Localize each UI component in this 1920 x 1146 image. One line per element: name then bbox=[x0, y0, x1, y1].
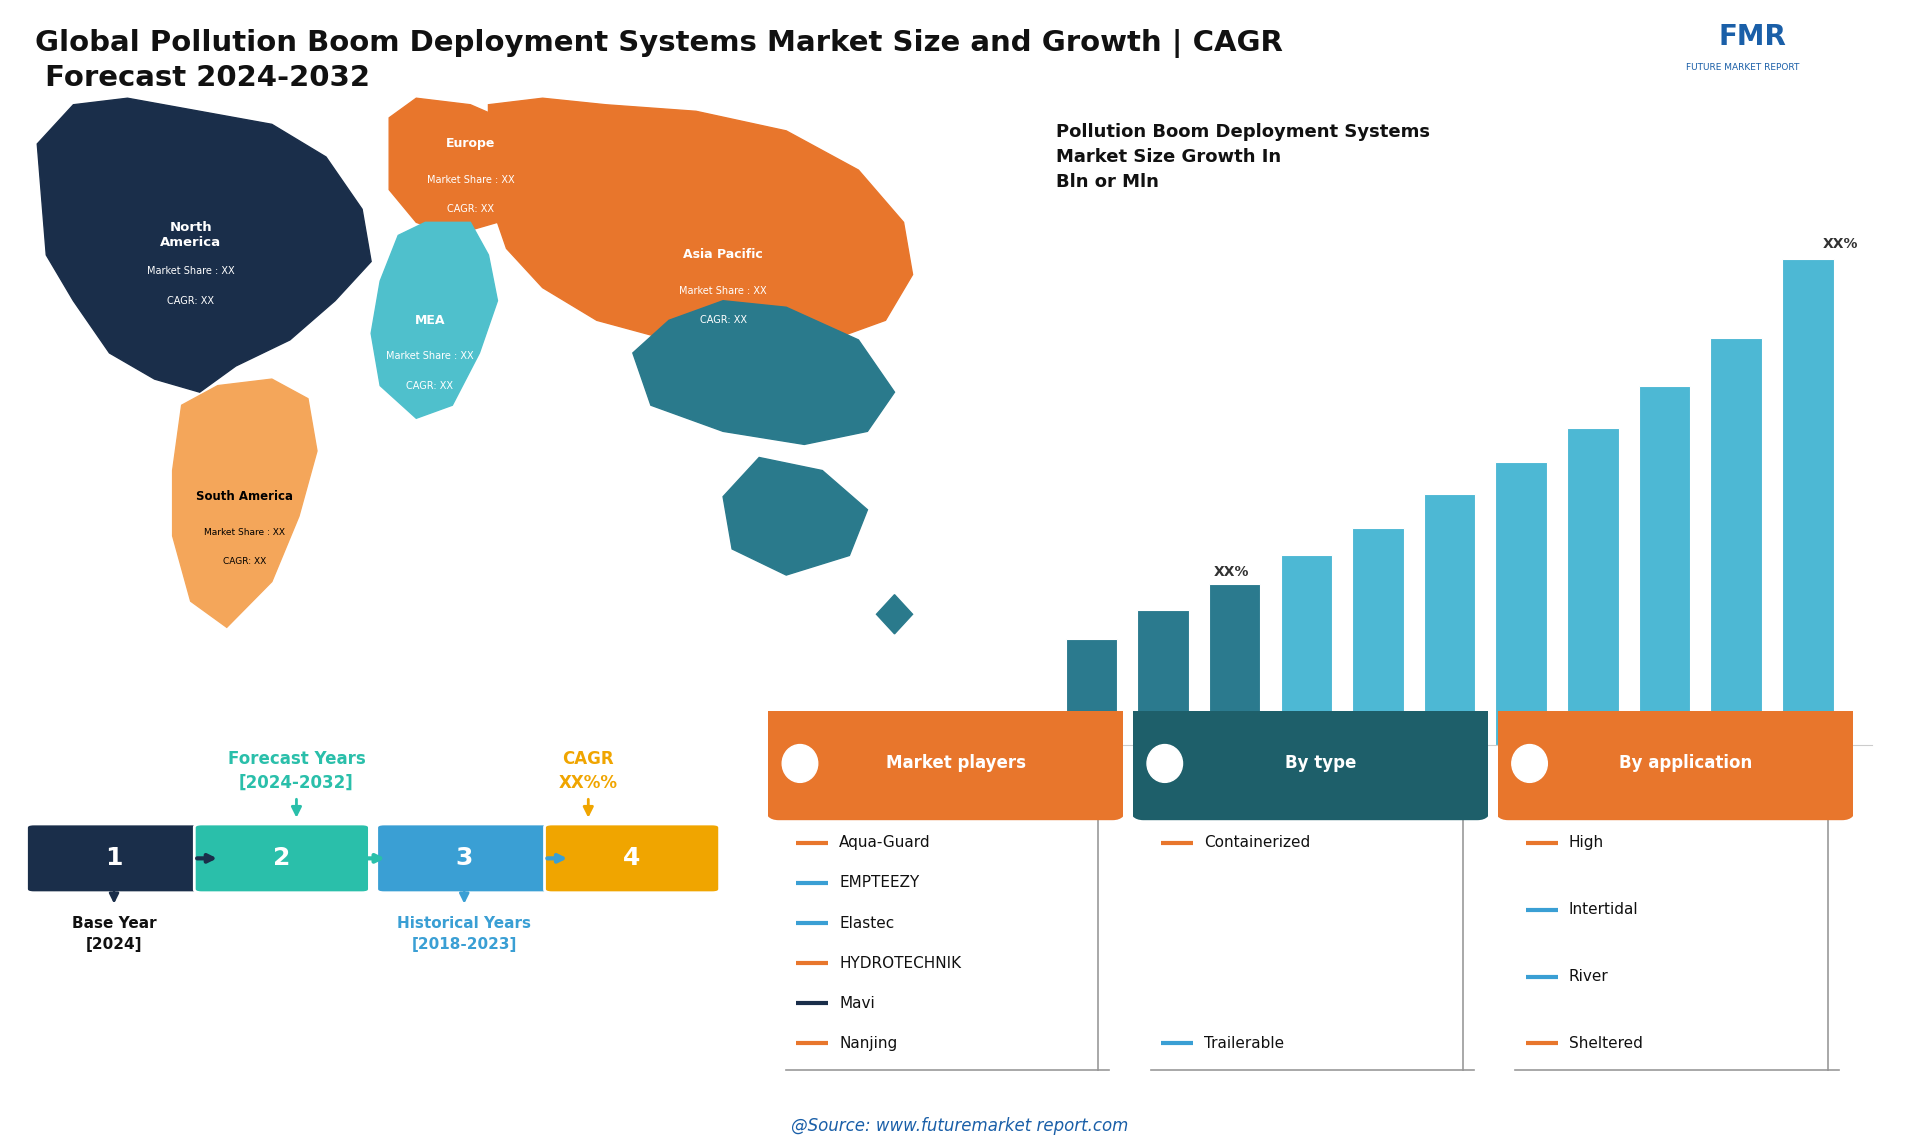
Text: Market players: Market players bbox=[887, 754, 1027, 772]
Text: CAGR: XX: CAGR: XX bbox=[699, 315, 747, 325]
Circle shape bbox=[1511, 745, 1548, 783]
Text: South America: South America bbox=[196, 490, 294, 503]
Text: Sheltered: Sheltered bbox=[1569, 1036, 1642, 1051]
Text: [2024]: [2024] bbox=[86, 936, 142, 952]
Polygon shape bbox=[36, 99, 371, 392]
Text: CAGR: XX: CAGR: XX bbox=[167, 296, 215, 306]
Polygon shape bbox=[634, 300, 895, 445]
Polygon shape bbox=[390, 99, 543, 235]
Text: By type: By type bbox=[1284, 754, 1357, 772]
Bar bbox=[1352, 528, 1404, 745]
Text: Mavi: Mavi bbox=[839, 996, 876, 1011]
Bar bbox=[1066, 639, 1117, 745]
FancyBboxPatch shape bbox=[376, 824, 551, 893]
Text: CAGR: XX: CAGR: XX bbox=[447, 204, 493, 214]
Text: Europe: Europe bbox=[445, 138, 495, 150]
Text: CAGR: XX: CAGR: XX bbox=[407, 380, 453, 391]
Bar bbox=[1496, 462, 1548, 745]
Text: 1: 1 bbox=[106, 847, 123, 870]
Bar bbox=[1210, 583, 1260, 745]
Bar bbox=[1281, 555, 1332, 745]
Text: High: High bbox=[1569, 835, 1603, 850]
FancyBboxPatch shape bbox=[1494, 707, 1857, 821]
Text: Intertidal: Intertidal bbox=[1569, 902, 1638, 917]
Text: FUTURE MARKET REPORT: FUTURE MARKET REPORT bbox=[1686, 63, 1799, 72]
Text: Trailerable: Trailerable bbox=[1204, 1036, 1284, 1051]
FancyBboxPatch shape bbox=[1129, 707, 1492, 821]
Text: By application: By application bbox=[1619, 754, 1753, 772]
Text: XX%%: XX%% bbox=[559, 774, 618, 792]
Text: North
America: North America bbox=[159, 221, 221, 250]
Text: Pollution Boom Deployment Systems
Market Size Growth In
Bln or Mln: Pollution Boom Deployment Systems Market… bbox=[1056, 123, 1430, 190]
Text: Forecast Years: Forecast Years bbox=[228, 749, 365, 768]
Text: Market Share : XX: Market Share : XX bbox=[146, 266, 234, 276]
Text: [2018-2023]: [2018-2023] bbox=[411, 936, 516, 952]
Circle shape bbox=[781, 745, 818, 783]
Text: 2: 2 bbox=[273, 847, 290, 870]
Text: CAGR: XX: CAGR: XX bbox=[223, 557, 267, 566]
Polygon shape bbox=[173, 379, 317, 627]
Text: Nanjing: Nanjing bbox=[839, 1036, 897, 1051]
Text: HYDROTECHNIK: HYDROTECHNIK bbox=[839, 956, 962, 971]
Polygon shape bbox=[371, 222, 497, 418]
Text: @Source: www.futuremarket report.com: @Source: www.futuremarket report.com bbox=[791, 1116, 1129, 1135]
Text: River: River bbox=[1569, 970, 1609, 984]
Bar bbox=[1640, 385, 1690, 745]
Text: XX%: XX% bbox=[1213, 565, 1248, 579]
FancyBboxPatch shape bbox=[27, 824, 202, 893]
Text: Market Share : XX: Market Share : XX bbox=[204, 528, 286, 537]
Polygon shape bbox=[876, 595, 912, 634]
Text: Global Pollution Boom Deployment Systems Market Size and Growth | CAGR
 Forecast: Global Pollution Boom Deployment Systems… bbox=[35, 29, 1283, 92]
Text: Base Year: Base Year bbox=[71, 916, 156, 932]
Text: Asia Pacific: Asia Pacific bbox=[684, 249, 762, 261]
Text: 4: 4 bbox=[624, 847, 641, 870]
Text: Containerized: Containerized bbox=[1204, 835, 1309, 850]
Text: MEA: MEA bbox=[415, 314, 445, 327]
FancyBboxPatch shape bbox=[194, 824, 369, 893]
Text: Historical Years: Historical Years bbox=[397, 916, 532, 932]
Text: Aqua-Guard: Aqua-Guard bbox=[839, 835, 931, 850]
Text: Market Share : XX: Market Share : XX bbox=[426, 175, 515, 185]
Text: 3: 3 bbox=[455, 847, 472, 870]
Text: XX%: XX% bbox=[1822, 237, 1859, 251]
Bar bbox=[1711, 338, 1763, 745]
Text: FMR: FMR bbox=[1718, 23, 1786, 50]
Text: CAGR: CAGR bbox=[563, 749, 614, 768]
Bar bbox=[1425, 494, 1475, 745]
Bar bbox=[1137, 610, 1188, 745]
FancyBboxPatch shape bbox=[764, 707, 1127, 821]
Text: [2024-2032]: [2024-2032] bbox=[240, 774, 353, 792]
Bar bbox=[1567, 427, 1619, 745]
FancyBboxPatch shape bbox=[545, 824, 720, 893]
Text: Elastec: Elastec bbox=[839, 916, 895, 931]
Circle shape bbox=[1146, 745, 1183, 783]
Text: Market Share : XX: Market Share : XX bbox=[386, 351, 474, 361]
Polygon shape bbox=[488, 99, 912, 353]
Text: Market Share : XX: Market Share : XX bbox=[680, 285, 766, 296]
Bar bbox=[1782, 259, 1834, 745]
Text: EMPTEEZY: EMPTEEZY bbox=[839, 876, 920, 890]
Polygon shape bbox=[724, 457, 868, 575]
